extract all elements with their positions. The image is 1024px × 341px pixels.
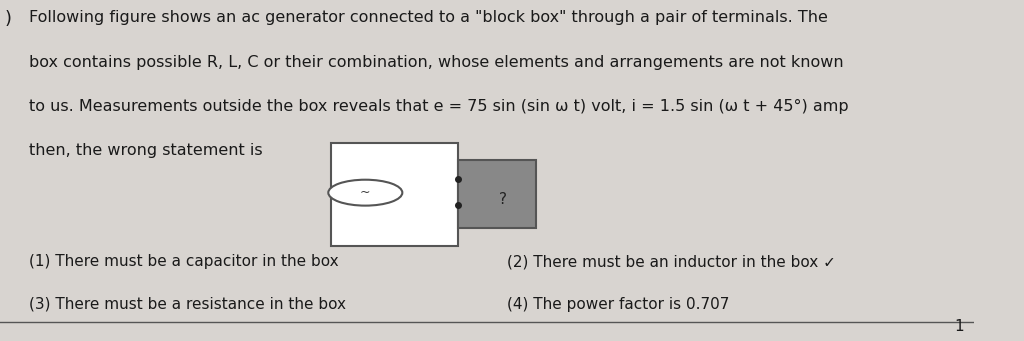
Text: (2) There must be an inductor in the box ✓: (2) There must be an inductor in the box… [507,254,836,269]
Text: (4) The power factor is 0.707: (4) The power factor is 0.707 [507,297,729,312]
FancyBboxPatch shape [458,160,536,228]
Text: ): ) [5,10,12,28]
Text: 1: 1 [954,319,965,334]
Text: to us. Measurements outside the box reveals that e = 75 sin (sin ω t) volt, i = : to us. Measurements outside the box reve… [30,99,849,114]
Text: then, the wrong statement is: then, the wrong statement is [30,143,263,158]
Text: (1) There must be a capacitor in the box: (1) There must be a capacitor in the box [30,254,339,269]
Text: Following figure shows an ac generator connected to a "block box" through a pair: Following figure shows an ac generator c… [30,10,828,25]
Circle shape [329,180,402,206]
Text: (3) There must be a resistance in the box: (3) There must be a resistance in the bo… [30,297,346,312]
Text: box contains possible R, L, C or their combination, whose elements and arrangeme: box contains possible R, L, C or their c… [30,55,844,70]
Text: ~: ~ [360,186,371,199]
Text: ?: ? [499,192,507,207]
FancyBboxPatch shape [331,143,458,246]
